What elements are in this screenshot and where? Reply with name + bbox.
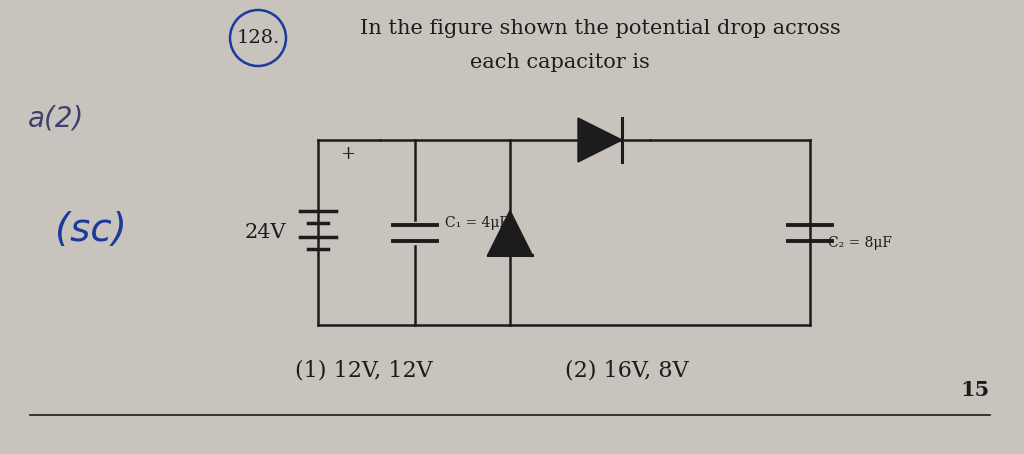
Text: each capacitor is: each capacitor is [470,53,650,71]
Text: (2) 16V, 8V: (2) 16V, 8V [565,359,689,381]
Text: 15: 15 [961,380,990,400]
Text: 128.: 128. [237,29,280,47]
Text: (sc): (sc) [55,211,127,249]
Polygon shape [578,118,622,162]
Text: (1) 12V, 12V: (1) 12V, 12V [295,359,433,381]
Polygon shape [488,211,532,255]
Text: In the figure shown the potential drop across: In the figure shown the potential drop a… [359,19,841,38]
Text: C₂ = 8μF: C₂ = 8μF [828,236,892,250]
Text: +: + [340,145,355,163]
Text: a(2): a(2) [28,104,84,132]
Text: C₁ = 4μF: C₁ = 4μF [445,216,509,230]
Text: 24V: 24V [245,223,286,242]
